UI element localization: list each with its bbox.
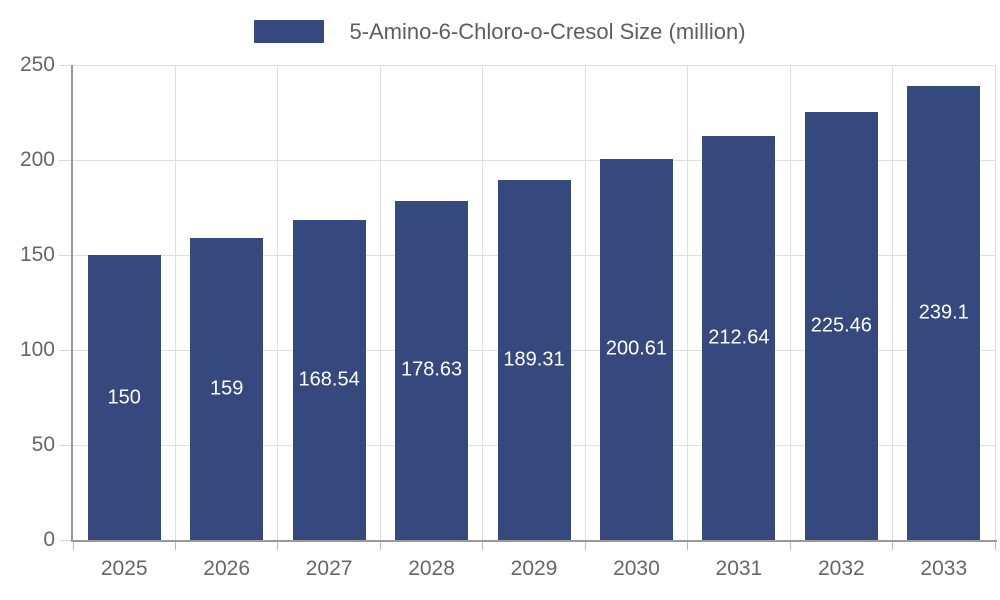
h-gridline-250 [73, 64, 995, 66]
v-gridline-9 [994, 65, 996, 540]
legend-swatch [254, 20, 325, 43]
bar-2029[interactable] [497, 180, 571, 540]
bar-2025[interactable] [87, 255, 161, 540]
y-tick-150 [59, 254, 73, 256]
x-tick-label-2030: 2030 [613, 557, 660, 580]
x-tick-1 [174, 540, 176, 550]
y-tick-0 [59, 539, 73, 541]
x-tick-label-2029: 2029 [510, 557, 558, 580]
bar-2032[interactable] [804, 111, 878, 540]
bar-2028[interactable] [395, 200, 469, 540]
x-axis-line [71, 540, 997, 542]
bar-2031[interactable] [702, 135, 776, 540]
y-tick-label-0: 0 [43, 528, 55, 551]
y-tick-label-200: 200 [19, 148, 55, 171]
y-tick-label-100: 100 [19, 338, 55, 361]
x-tick-7 [789, 540, 791, 550]
x-tick-label-2026: 2026 [203, 557, 251, 580]
x-tick-4 [482, 540, 484, 550]
bar-value-label-2027: 168.54 [298, 368, 360, 391]
y-tick-label-250: 250 [19, 53, 55, 76]
x-tick-label-2032: 2032 [817, 557, 865, 580]
bar-value-label-2032: 225.46 [810, 314, 872, 337]
x-tick-label-2033: 2033 [920, 557, 968, 580]
v-gridline-7 [789, 65, 791, 540]
y-tick-label-50: 50 [31, 433, 55, 456]
y-tick-label-150: 150 [19, 243, 55, 266]
v-gridline-4 [482, 65, 484, 540]
bar-2026[interactable] [190, 237, 264, 540]
v-gridline-1 [174, 65, 176, 540]
x-tick-6 [687, 540, 689, 550]
x-tick-2 [277, 540, 279, 550]
x-tick-8 [892, 540, 894, 550]
bar-value-label-2031: 212.64 [708, 326, 770, 349]
x-tick-3 [379, 540, 381, 550]
x-tick-5 [584, 540, 586, 550]
bar-value-label-2033: 239.1 [918, 301, 969, 324]
bar-value-label-2030: 200.61 [605, 337, 668, 360]
v-gridline-3 [379, 65, 381, 540]
legend-label: 5-Amino-6-Chloro-o-Cresol Size (million) [349, 19, 746, 44]
bar-2030[interactable] [599, 158, 673, 540]
x-tick-label-2027: 2027 [305, 557, 353, 580]
bar-2027[interactable] [292, 219, 366, 540]
h-gridline-200 [73, 159, 995, 161]
x-tick-label-2028: 2028 [408, 557, 455, 580]
x-tick-label-2025: 2025 [100, 557, 148, 580]
x-tick-9 [994, 540, 996, 550]
y-tick-50 [59, 444, 73, 446]
bar-value-label-2025: 150 [107, 386, 141, 408]
y-axis-line [71, 65, 73, 542]
y-tick-100 [59, 349, 73, 351]
x-tick-0 [72, 540, 74, 550]
y-tick-200 [59, 159, 73, 161]
bar-2033[interactable] [907, 85, 981, 540]
y-tick-250 [59, 64, 73, 66]
v-gridline-8 [892, 65, 894, 540]
v-gridline-5 [584, 65, 586, 540]
v-gridline-2 [277, 65, 279, 540]
bar-value-label-2028: 178.63 [400, 358, 463, 381]
bar-value-label-2026: 159 [209, 377, 244, 400]
bar-value-label-2029: 189.31 [503, 348, 565, 371]
x-tick-label-2031: 2031 [715, 557, 763, 580]
legend-item[interactable]: 5-Amino-6-Chloro-o-Cresol Size (million) [0, 19, 1000, 44]
v-gridline-6 [687, 65, 689, 540]
